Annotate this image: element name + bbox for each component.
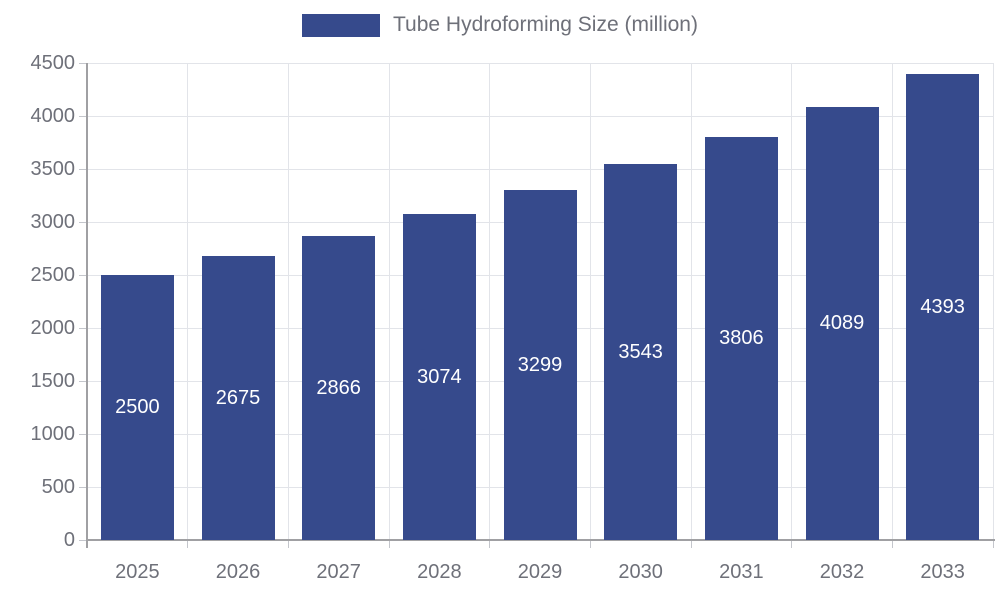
v-gridline bbox=[287, 63, 289, 540]
legend-swatch bbox=[302, 13, 380, 37]
bar-2032[interactable]: 4089 bbox=[805, 106, 879, 540]
y-axis-tick bbox=[79, 221, 87, 223]
h-gridline bbox=[87, 62, 993, 64]
y-axis-tick bbox=[79, 115, 87, 117]
x-axis-label: 2026 bbox=[215, 561, 261, 583]
y-axis-tick bbox=[79, 274, 87, 276]
bar-value-label: 3074 bbox=[417, 365, 462, 388]
x-axis-label: 2028 bbox=[417, 561, 462, 583]
bar-value-label: 2675 bbox=[215, 386, 261, 409]
y-axis-tick bbox=[79, 486, 87, 488]
bar-value-label: 3806 bbox=[719, 326, 764, 349]
v-gridline bbox=[690, 63, 692, 540]
x-axis-tick bbox=[489, 540, 491, 548]
bar-2026[interactable]: 2675 bbox=[201, 256, 275, 540]
y-axis-label: 2000 bbox=[30, 317, 76, 339]
y-axis-tick bbox=[79, 380, 87, 382]
bar-2033[interactable]: 4393 bbox=[906, 74, 980, 540]
h-gridline bbox=[87, 168, 993, 170]
bar-2030[interactable]: 3543 bbox=[604, 164, 678, 540]
y-axis-line bbox=[86, 63, 88, 548]
bar-2031[interactable]: 3806 bbox=[704, 136, 778, 540]
h-gridline bbox=[87, 115, 993, 117]
x-axis-tick bbox=[388, 540, 390, 548]
y-axis-label: 0 bbox=[63, 529, 75, 551]
bar-2025[interactable]: 2500 bbox=[100, 275, 174, 540]
x-axis-tick bbox=[187, 540, 189, 548]
x-axis-label: 2032 bbox=[819, 561, 865, 583]
v-gridline bbox=[791, 63, 793, 540]
y-axis-label: 1000 bbox=[30, 423, 76, 445]
x-axis-label: 2030 bbox=[618, 561, 663, 583]
x-axis-label: 2033 bbox=[920, 561, 965, 583]
y-axis-label: 2500 bbox=[30, 264, 76, 286]
bar-value-label: 3299 bbox=[517, 353, 563, 376]
v-gridline bbox=[388, 63, 390, 540]
y-axis-tick bbox=[79, 62, 87, 64]
bar-value-label: 3543 bbox=[618, 340, 663, 363]
bar-value-label: 2866 bbox=[316, 376, 361, 399]
x-axis-tick bbox=[589, 540, 591, 548]
v-gridline bbox=[589, 63, 591, 540]
x-axis-tick bbox=[891, 540, 893, 548]
x-axis-label: 2027 bbox=[316, 561, 361, 583]
x-axis-tick bbox=[287, 540, 289, 548]
y-axis-label: 4500 bbox=[30, 52, 76, 74]
bar-value-label: 4089 bbox=[819, 311, 865, 334]
x-axis-tick bbox=[992, 540, 994, 548]
v-gridline bbox=[187, 63, 189, 540]
y-axis-tick bbox=[79, 539, 87, 541]
bar-value-label: 2500 bbox=[115, 396, 160, 418]
legend-item[interactable]: Tube Hydroforming Size (million) bbox=[0, 0, 1000, 50]
y-axis-label: 1500 bbox=[30, 370, 76, 392]
x-axis-tick bbox=[791, 540, 793, 548]
y-axis-label: 4000 bbox=[30, 105, 76, 127]
bar-2029[interactable]: 3299 bbox=[503, 190, 577, 540]
y-axis-label: 3500 bbox=[30, 158, 76, 180]
y-axis-label: 3000 bbox=[30, 211, 76, 233]
y-axis-label: 500 bbox=[41, 476, 75, 498]
v-gridline bbox=[891, 63, 893, 540]
x-axis-line bbox=[87, 539, 995, 541]
y-axis-tick bbox=[79, 327, 87, 329]
y-axis-tick bbox=[79, 433, 87, 435]
x-axis-tick bbox=[690, 540, 692, 548]
legend-label: Tube Hydroforming Size (million) bbox=[393, 13, 698, 36]
x-axis-label: 2029 bbox=[517, 561, 563, 583]
x-axis-label: 2025 bbox=[115, 561, 160, 583]
v-gridline bbox=[489, 63, 491, 540]
x-axis-label: 2031 bbox=[719, 561, 764, 583]
y-axis-tick bbox=[79, 168, 87, 170]
bar-2027[interactable]: 2866 bbox=[302, 236, 376, 540]
bar-2028[interactable]: 3074 bbox=[402, 214, 476, 540]
v-gridline bbox=[992, 63, 994, 540]
bar-value-label: 4393 bbox=[920, 295, 965, 318]
